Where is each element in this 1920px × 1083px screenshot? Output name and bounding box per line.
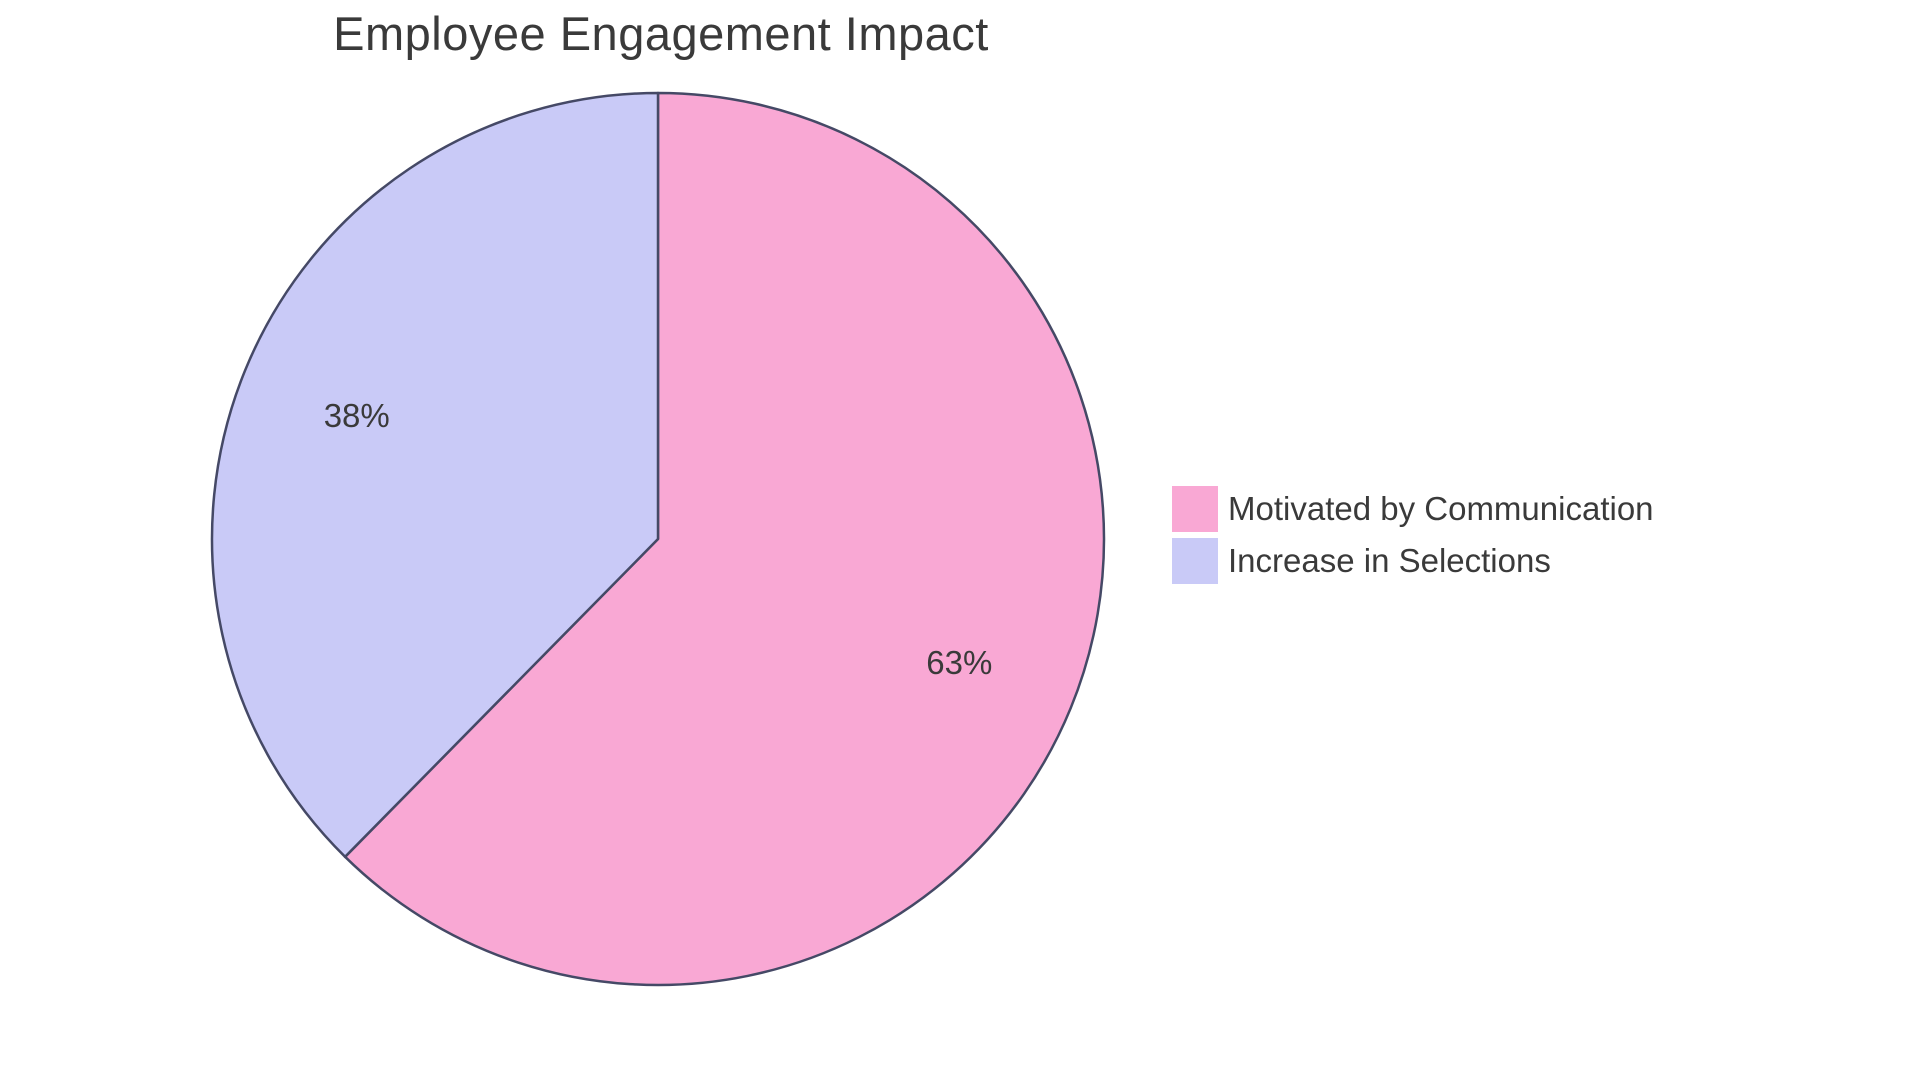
chart-title: Employee Engagement Impact: [333, 7, 989, 60]
legend-label-increase-in-selections: Increase in Selections: [1228, 542, 1551, 579]
pie-slice-increase-in-selections: [210, 91, 660, 859]
pie-slice-percent-label-increase-in-selections: 38%: [324, 397, 390, 434]
legend-swatch-pink-icon: [1172, 486, 1218, 532]
chart-legend: Motivated by Communication Increase in S…: [1172, 486, 1654, 584]
legend-item-increase-in-selections: Increase in Selections: [1172, 538, 1654, 584]
pie-slice-motivated-by-communication: [343, 91, 1106, 987]
pie-slice-percent-label-motivated-by-communication: 63%: [926, 644, 992, 681]
legend-label-motivated-by-communication: Motivated by Communication: [1228, 490, 1654, 527]
legend-swatch-lavender-icon: [1172, 538, 1218, 584]
legend-item-motivated-by-communication: Motivated by Communication: [1172, 486, 1654, 532]
